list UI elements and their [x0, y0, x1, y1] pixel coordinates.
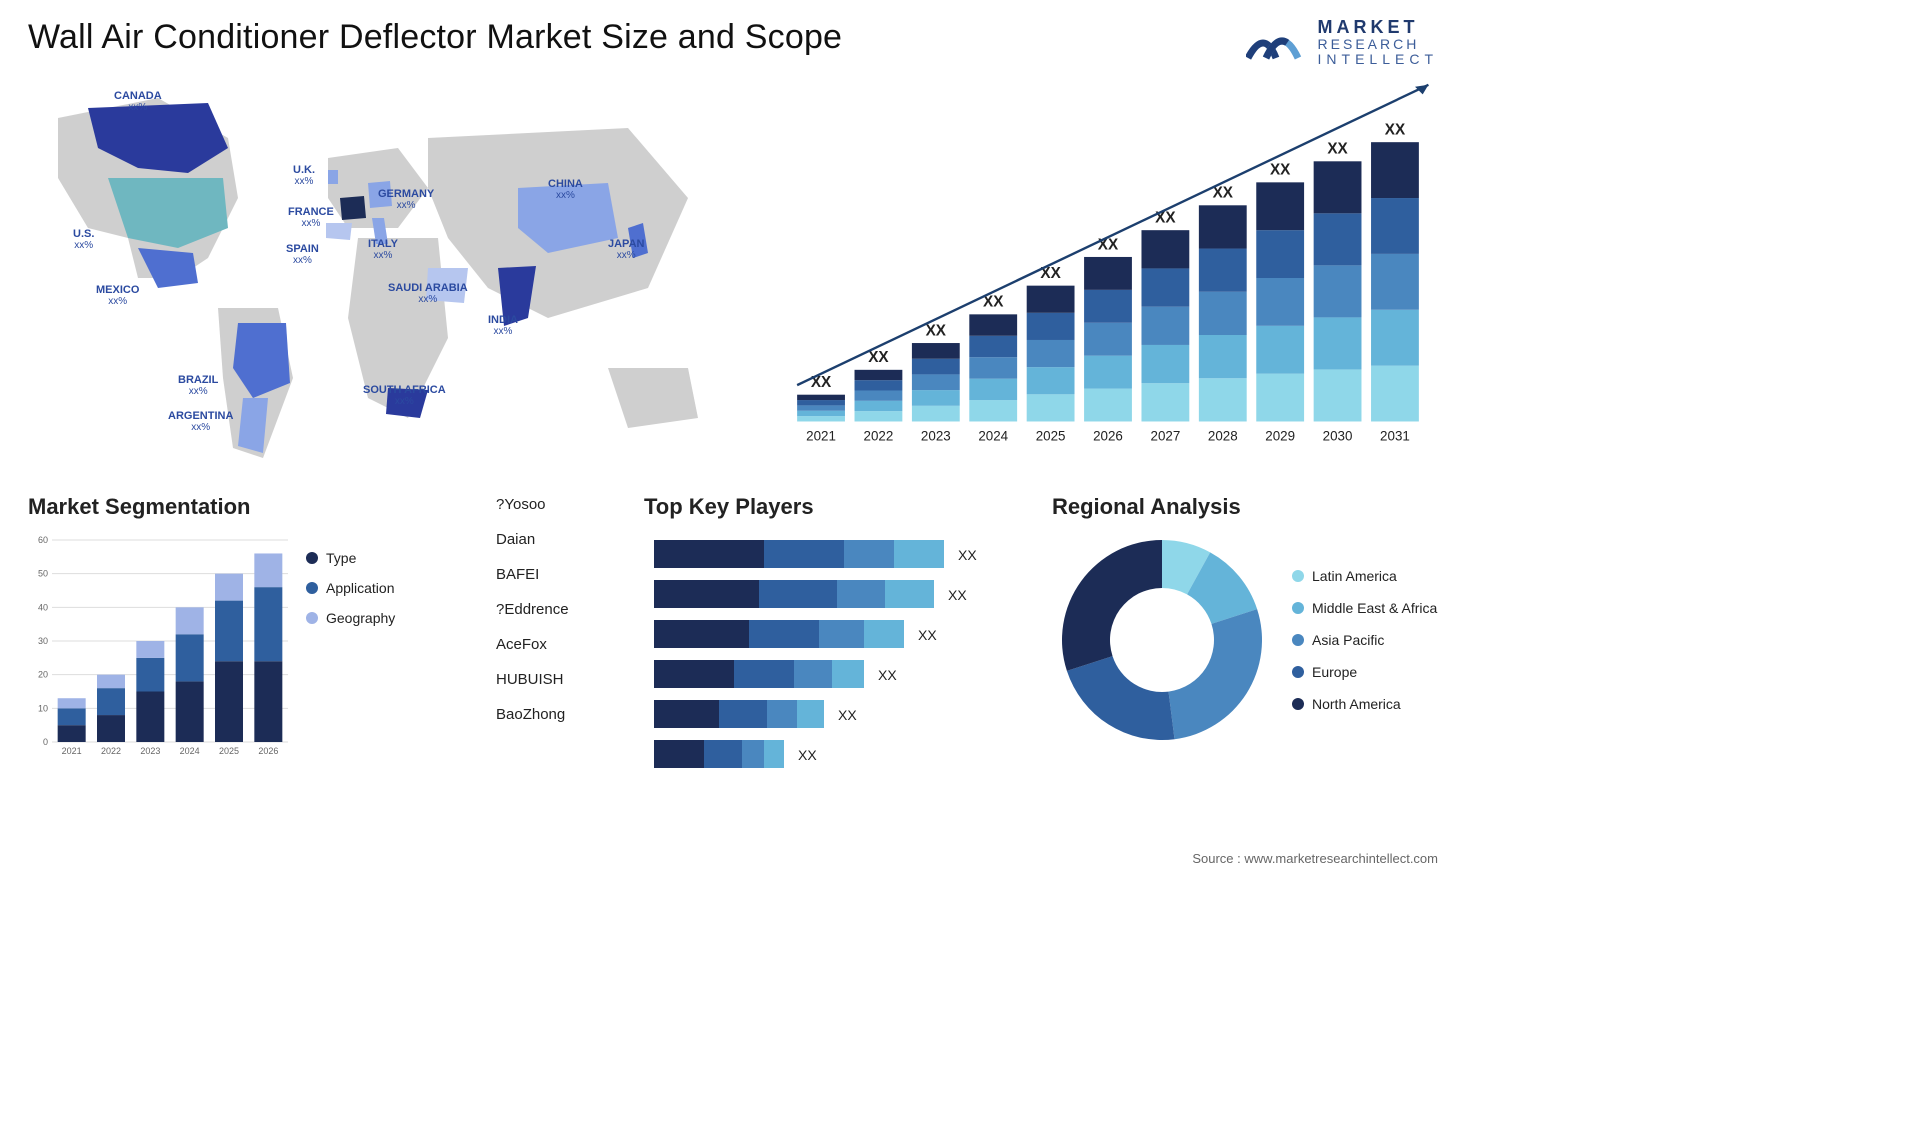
- player-name: BaoZhong: [496, 706, 616, 723]
- svg-text:XX: XX: [1098, 237, 1119, 254]
- player-name: AceFox: [496, 636, 616, 653]
- segmentation-legend: Type Application Geography: [306, 530, 395, 780]
- svg-text:0: 0: [43, 737, 48, 747]
- player-name: Daian: [496, 531, 616, 548]
- svg-text:2022: 2022: [101, 746, 121, 756]
- segmentation-panel: Market Segmentation 0 10 20 30 40 50 60 2021 202…: [28, 494, 468, 814]
- legend-item: Asia Pacific: [1292, 632, 1437, 648]
- segmentation-bar-chart: 0 10 20 30 40 50 60 2021 2022 2023 2024 2025 2026: [28, 530, 288, 780]
- player-name: ?Eddrence: [496, 601, 616, 618]
- map-label: GERMANYxx%: [378, 188, 434, 211]
- svg-text:2023: 2023: [140, 746, 160, 756]
- top-row: CANADAxx% U.S.xx% MEXICOxx% BRAZILxx% ARGENT…: [28, 78, 1438, 478]
- svg-text:XX: XX: [798, 747, 817, 763]
- growth-bar-chart: XXXXXXXXXXXXXXXXXXXXXX 20212022202320242…: [778, 78, 1438, 478]
- player-name: BAFEI: [496, 566, 616, 583]
- map-label: CANADAxx%: [114, 90, 162, 113]
- legend-item: Application: [306, 580, 395, 596]
- map-label: CHINAxx%: [548, 178, 583, 201]
- svg-text:2025: 2025: [219, 746, 239, 756]
- svg-text:50: 50: [38, 569, 48, 579]
- regional-legend: Latin America Middle East & Africa Asia Pa…: [1292, 568, 1437, 712]
- logo-swoosh-icon: [1246, 18, 1306, 66]
- map-label: SAUDI ARABIAxx%: [388, 282, 468, 305]
- map-label: INDIAxx%: [488, 314, 518, 337]
- legend-item: Europe: [1292, 664, 1437, 680]
- svg-text:2021: 2021: [62, 746, 82, 756]
- regional-donut-chart: [1052, 530, 1272, 750]
- svg-text:40: 40: [38, 603, 48, 613]
- world-map-icon: [28, 78, 748, 478]
- svg-text:2028: 2028: [1208, 429, 1238, 444]
- segmentation-title: Market Segmentation: [28, 494, 468, 520]
- svg-text:XX: XX: [868, 349, 889, 366]
- map-label: U.S.xx%: [73, 228, 94, 251]
- logo-line1: MARKET: [1318, 18, 1438, 37]
- logo-text: MARKET RESEARCH INTELLECT: [1318, 18, 1438, 66]
- legend-item: Middle East & Africa: [1292, 600, 1437, 616]
- bottom-row: Market Segmentation 0 10 20 30 40 50 60 2021 202…: [28, 494, 1438, 814]
- svg-text:2026: 2026: [258, 746, 278, 756]
- legend-item: Type: [306, 550, 395, 566]
- svg-text:2025: 2025: [1036, 429, 1066, 444]
- top-players-bar-chart: XX XX XX XX XX XX: [644, 530, 1024, 790]
- logo-line3: INTELLECT: [1318, 52, 1438, 67]
- svg-text:XX: XX: [838, 707, 857, 723]
- header: Wall Air Conditioner Deflector Market Si…: [28, 18, 1438, 66]
- regional-title: Regional Analysis: [1052, 494, 1438, 520]
- growth-chart-panel: XXXXXXXXXXXXXXXXXXXXXX 20212022202320242…: [748, 78, 1438, 478]
- svg-text:XX: XX: [1327, 141, 1348, 158]
- map-label: MEXICOxx%: [96, 284, 139, 307]
- brand-logo: MARKET RESEARCH INTELLECT: [1246, 18, 1438, 66]
- svg-text:XX: XX: [918, 627, 937, 643]
- map-label: ITALYxx%: [368, 238, 398, 261]
- map-label: BRAZILxx%: [178, 374, 218, 397]
- svg-text:2023: 2023: [921, 429, 951, 444]
- svg-text:2026: 2026: [1093, 429, 1123, 444]
- svg-text:2024: 2024: [180, 746, 200, 756]
- players-list: ?Yosoo Daian BAFEI ?Eddrence AceFox HUBUISH Ba…: [496, 494, 616, 814]
- svg-text:XX: XX: [1270, 162, 1291, 179]
- page-title: Wall Air Conditioner Deflector Market Si…: [28, 18, 842, 57]
- svg-text:10: 10: [38, 704, 48, 714]
- svg-text:2024: 2024: [978, 429, 1008, 444]
- map-label: U.K.xx%: [293, 164, 315, 187]
- map-label: SOUTH AFRICAxx%: [363, 384, 446, 407]
- top-key-players-panel: Top Key Players XX XX XX XX XX XX: [644, 494, 1024, 814]
- world-map-panel: CANADAxx% U.S.xx% MEXICOxx% BRAZILxx% ARGENT…: [28, 78, 748, 478]
- svg-text:60: 60: [38, 535, 48, 545]
- svg-text:XX: XX: [1385, 122, 1406, 139]
- svg-text:XX: XX: [958, 547, 977, 563]
- legend-item: North America: [1292, 696, 1437, 712]
- source-attribution: Source : www.marketresearchintellect.com: [1192, 851, 1438, 866]
- player-name: ?Yosoo: [496, 496, 616, 513]
- svg-text:2022: 2022: [864, 429, 894, 444]
- svg-text:20: 20: [38, 670, 48, 680]
- map-label: JAPANxx%: [608, 238, 644, 261]
- map-label: FRANCExx%: [288, 206, 334, 229]
- logo-line2: RESEARCH: [1318, 37, 1438, 52]
- top-key-players-title: Top Key Players: [644, 494, 1024, 520]
- map-label: ARGENTINAxx%: [168, 410, 233, 433]
- player-name: HUBUISH: [496, 671, 616, 688]
- legend-item: Geography: [306, 610, 395, 626]
- legend-item: Latin America: [1292, 568, 1437, 584]
- svg-text:2021: 2021: [806, 429, 836, 444]
- regional-panel: Regional Analysis Latin America Middle Ea…: [1052, 494, 1438, 814]
- svg-text:XX: XX: [948, 587, 967, 603]
- svg-text:2027: 2027: [1151, 429, 1181, 444]
- svg-text:30: 30: [38, 636, 48, 646]
- svg-text:2030: 2030: [1323, 429, 1353, 444]
- svg-text:XX: XX: [926, 323, 947, 340]
- svg-text:2031: 2031: [1380, 429, 1410, 444]
- map-label: SPAINxx%: [286, 243, 319, 266]
- svg-text:2029: 2029: [1265, 429, 1295, 444]
- svg-text:XX: XX: [878, 667, 897, 683]
